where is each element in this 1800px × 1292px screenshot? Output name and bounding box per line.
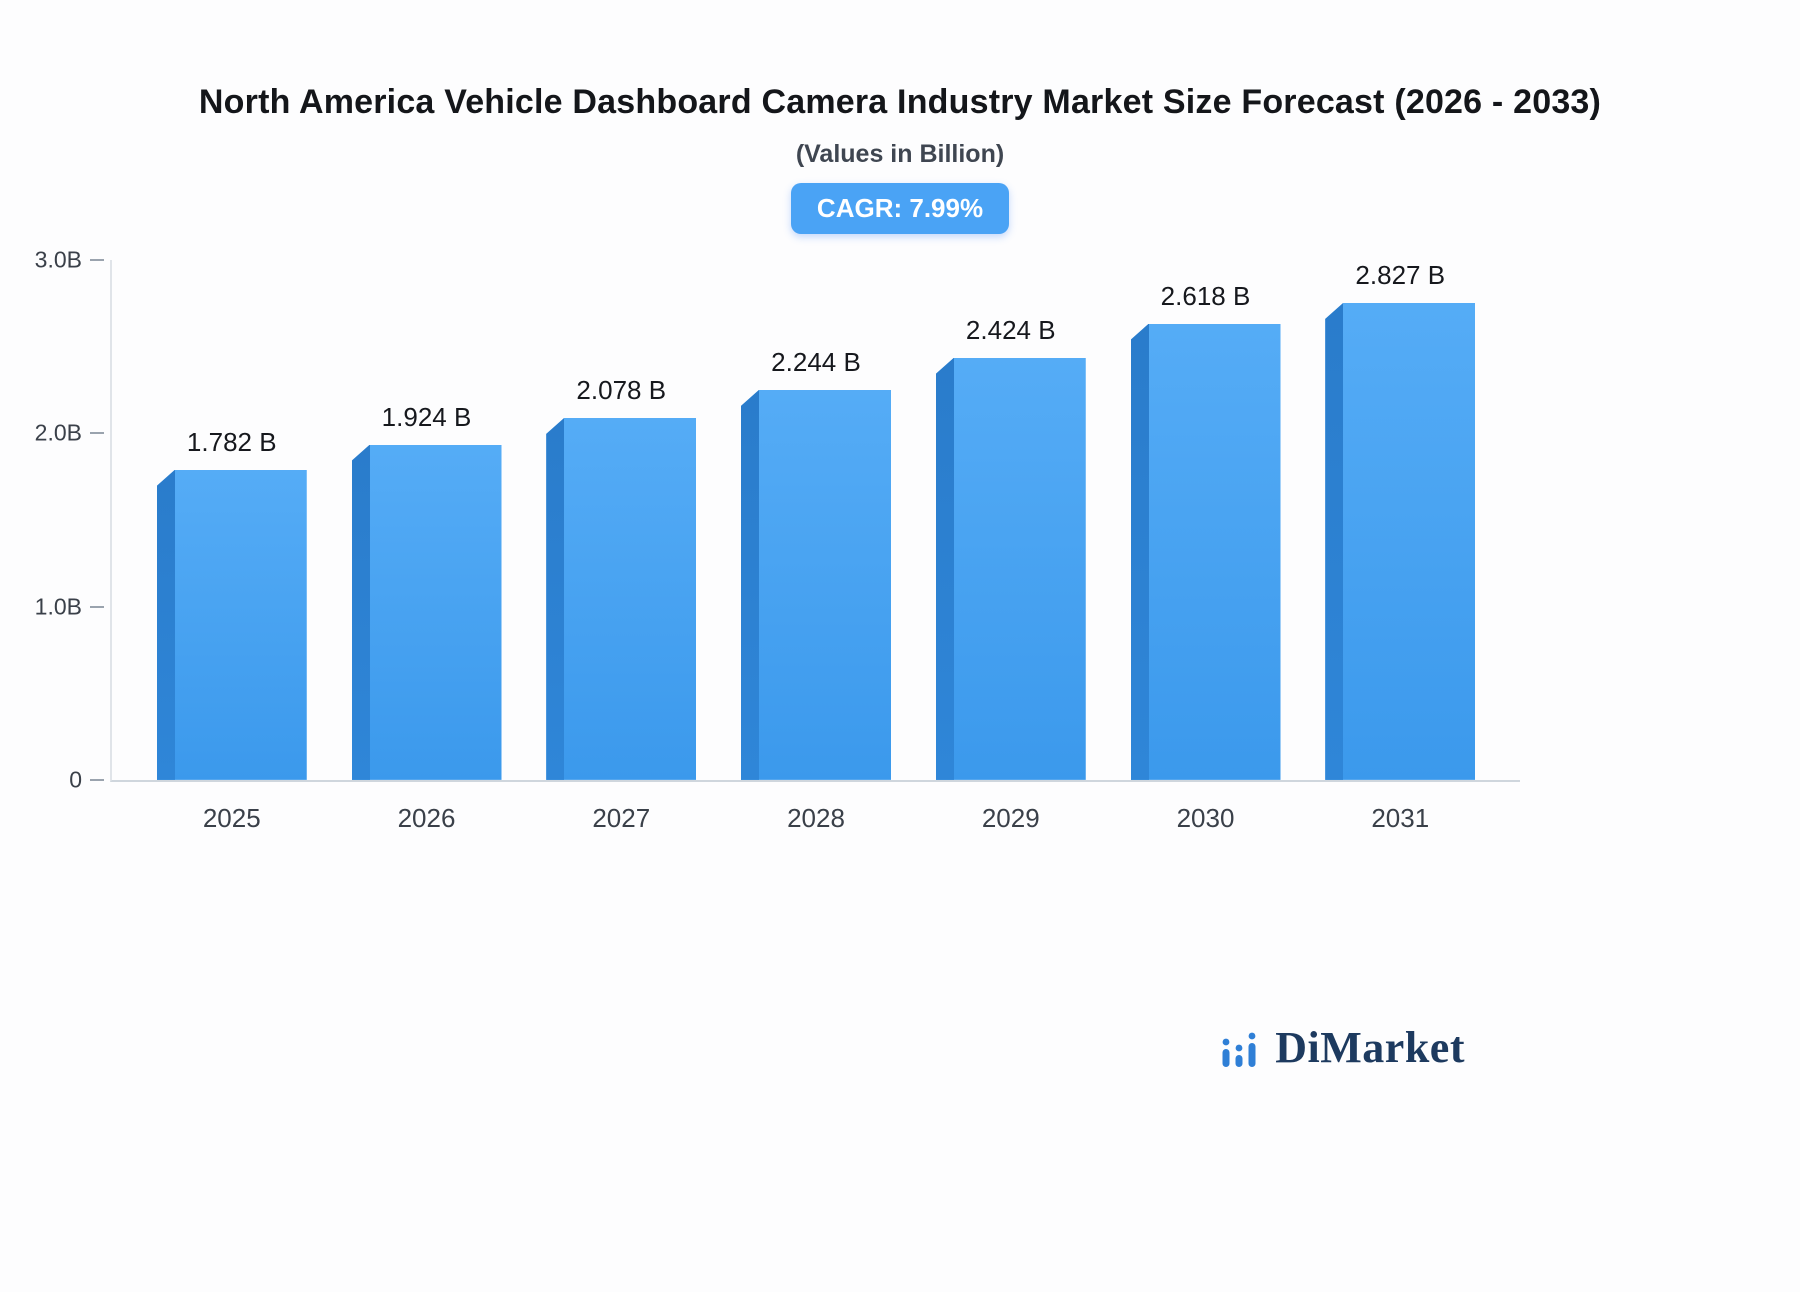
y-axis-tick-mark <box>90 778 104 781</box>
bar-slot-2026: 1.924 B 2026 <box>351 260 502 833</box>
bar-value-label: 2.424 B <box>965 314 1056 345</box>
bar-2030 <box>1130 323 1281 780</box>
bar-value-label: 2.618 B <box>1160 280 1251 311</box>
bar-slot-2025: 1.782 B 2025 <box>156 260 307 833</box>
x-axis-label: 2030 <box>1176 802 1235 833</box>
bars-container: 1.782 B 2025 1.924 B 2026 2.078 B 2027 2.244 B… <box>112 259 1520 833</box>
chart-subtitle: (Values in Billion) <box>795 139 1005 168</box>
x-axis-label: 2031 <box>1371 802 1430 833</box>
y-axis-tick-mark <box>90 432 104 435</box>
bar-value-label: 2.827 B <box>1355 259 1446 290</box>
brand-footer: DiMarket <box>1217 1022 1465 1073</box>
x-axis-label: 2027 <box>592 802 651 833</box>
cagr-badge: CAGR: 7.99% <box>790 182 1010 234</box>
chart-title: North America Vehicle Dashboard Camera I… <box>198 83 1602 121</box>
bar-value-label: 1.924 B <box>381 401 472 432</box>
x-axis-label: 2028 <box>787 802 845 833</box>
bar-2027 <box>546 417 697 780</box>
bar-2026 <box>351 444 502 780</box>
bar-slot-2027: 2.078 B 2027 <box>546 260 697 833</box>
plot-area: 1.782 B 2025 1.924 B 2026 2.078 B 2027 2.244 B… <box>35 246 1520 833</box>
x-axis-label: 2025 <box>202 802 261 833</box>
bar-chart: 1.782 B 2025 1.924 B 2026 2.078 B 2027 2.244 B… <box>35 246 1520 833</box>
y-axis-tick-mark <box>90 258 104 261</box>
x-axis-label: 2026 <box>397 802 456 833</box>
bar-slot-2031: 2.827 B 2031 <box>1325 259 1476 833</box>
y-axis-tick-label: 0 <box>69 766 82 793</box>
bar-2028 <box>741 389 891 780</box>
cagr-badge-container: CAGR: 7.99% <box>0 182 1800 234</box>
dimarket-logo-icon <box>1222 1032 1256 1067</box>
bar-value-label: 1.782 B <box>186 426 277 457</box>
bar-2031 <box>1325 302 1476 780</box>
bar-value-label: 2.244 B <box>771 346 861 377</box>
bar-2029 <box>935 357 1086 780</box>
bar-2025 <box>156 469 307 780</box>
bar-slot-2029: 2.424 B 2029 <box>935 260 1086 833</box>
bar-value-label: 2.078 B <box>576 374 667 405</box>
chart-page: North America Vehicle Dashboard Camera I… <box>0 80 1800 1292</box>
bar-slot-2030: 2.618 B 2030 <box>1130 260 1281 833</box>
y-axis-tick-mark <box>90 605 104 608</box>
x-axis-label: 2029 <box>981 802 1040 833</box>
y-axis-tick-label: 2.0B <box>34 419 82 446</box>
bar-slot-2028: 2.244 B 2028 <box>741 260 891 833</box>
brand-name: DiMarket <box>1275 1023 1465 1072</box>
y-axis-tick-label: 1.0B <box>34 593 82 620</box>
y-axis-tick-label: 3.0B <box>34 246 82 273</box>
